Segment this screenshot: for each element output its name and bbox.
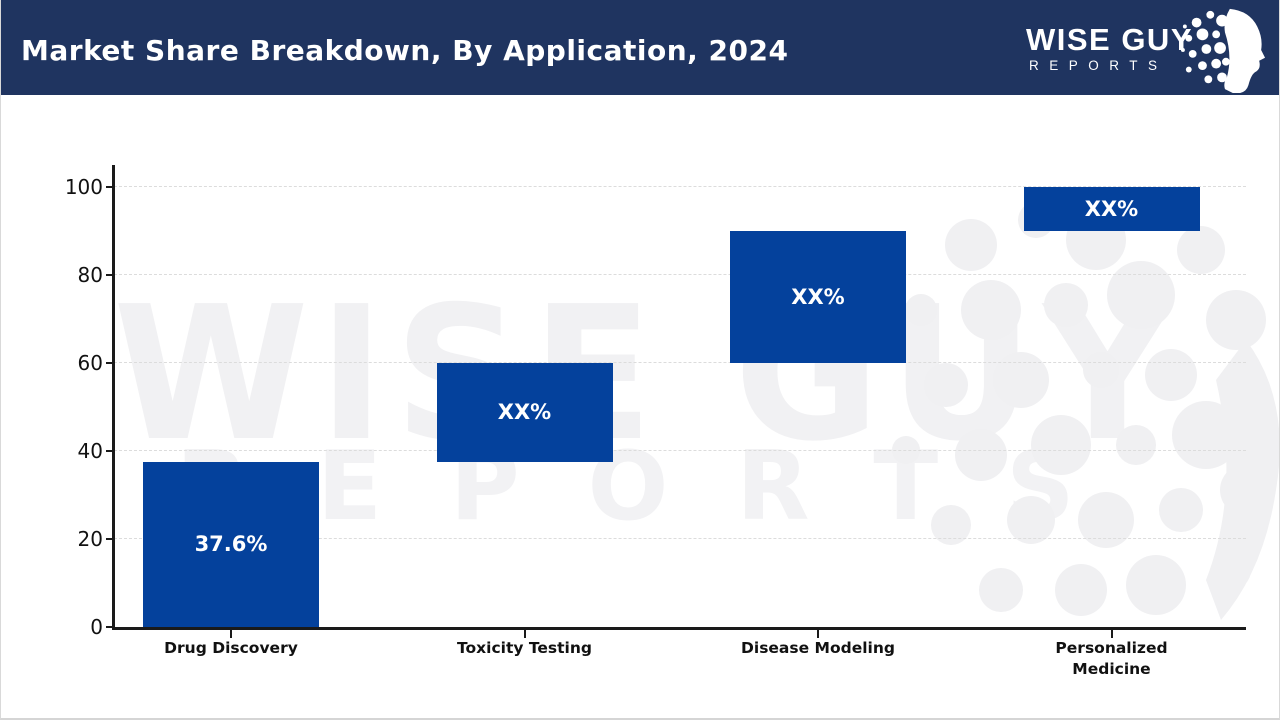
y-axis-tick-label: 60 <box>77 351 103 375</box>
waterfall-bar-2: XX% <box>436 363 613 462</box>
x-axis-tick-mark <box>1110 630 1113 638</box>
wiseguy-logo: WISE GUY REPORTS <box>1026 3 1267 93</box>
x-axis-tick-mark <box>230 630 232 638</box>
x-axis-category-label: Disease Modeling <box>741 639 895 657</box>
chart-title: Market Share Breakdown, By Application, … <box>21 34 789 67</box>
y-axis-tick-mark <box>106 274 114 276</box>
y-axis-tick-label: 100 <box>64 175 103 199</box>
x-axis-line <box>112 627 1246 630</box>
waterfall-bar-3: XX% <box>730 231 906 363</box>
x-axis-category-label: Drug Discovery <box>164 639 298 657</box>
y-axis-tick-mark <box>106 186 114 188</box>
header-bar: Market Share Breakdown, By Application, … <box>1 0 1279 95</box>
y-gridline <box>114 186 1246 187</box>
logo-wordmark: WISE GUY <box>1025 22 1193 57</box>
y-axis-tick-label: 0 <box>90 615 103 639</box>
watermark-subtitle: REPORTS <box>176 432 1143 542</box>
y-axis-tick-mark <box>106 626 114 628</box>
y-gridline <box>114 362 1246 363</box>
y-gridline <box>114 450 1246 451</box>
waterfall-bar-1: 37.6% <box>143 461 319 627</box>
logo-subtitle: REPORTS <box>1028 58 1168 73</box>
x-axis-tick-mark <box>523 630 526 638</box>
watermark-head-graphic <box>892 202 1279 620</box>
bar-value-label: XX% <box>1084 197 1139 221</box>
y-gridline <box>114 538 1246 539</box>
y-axis-tick-label: 80 <box>77 263 103 287</box>
y-axis-tick-mark <box>106 362 114 364</box>
x-axis-category-label: Toxicity Testing <box>457 639 592 657</box>
bar-value-label: XX% <box>791 285 845 309</box>
y-axis-line <box>112 165 115 629</box>
x-axis-category-label: Personalized Medicine <box>1055 639 1168 678</box>
bar-value-label: XX% <box>497 400 552 425</box>
y-axis-tick-mark <box>106 450 114 452</box>
logo-head-icon <box>1180 8 1266 93</box>
y-axis-tick-mark <box>106 538 114 540</box>
y-axis-tick-label: 20 <box>77 527 103 551</box>
logo-text: WISE GUY REPORTS <box>1026 24 1193 73</box>
bar-value-label: 37.6% <box>194 532 268 557</box>
y-axis-tick-label: 40 <box>77 439 103 463</box>
waterfall-bar-4: XX% <box>1023 187 1200 231</box>
y-gridline <box>114 274 1246 275</box>
x-axis-tick-mark <box>817 630 819 638</box>
